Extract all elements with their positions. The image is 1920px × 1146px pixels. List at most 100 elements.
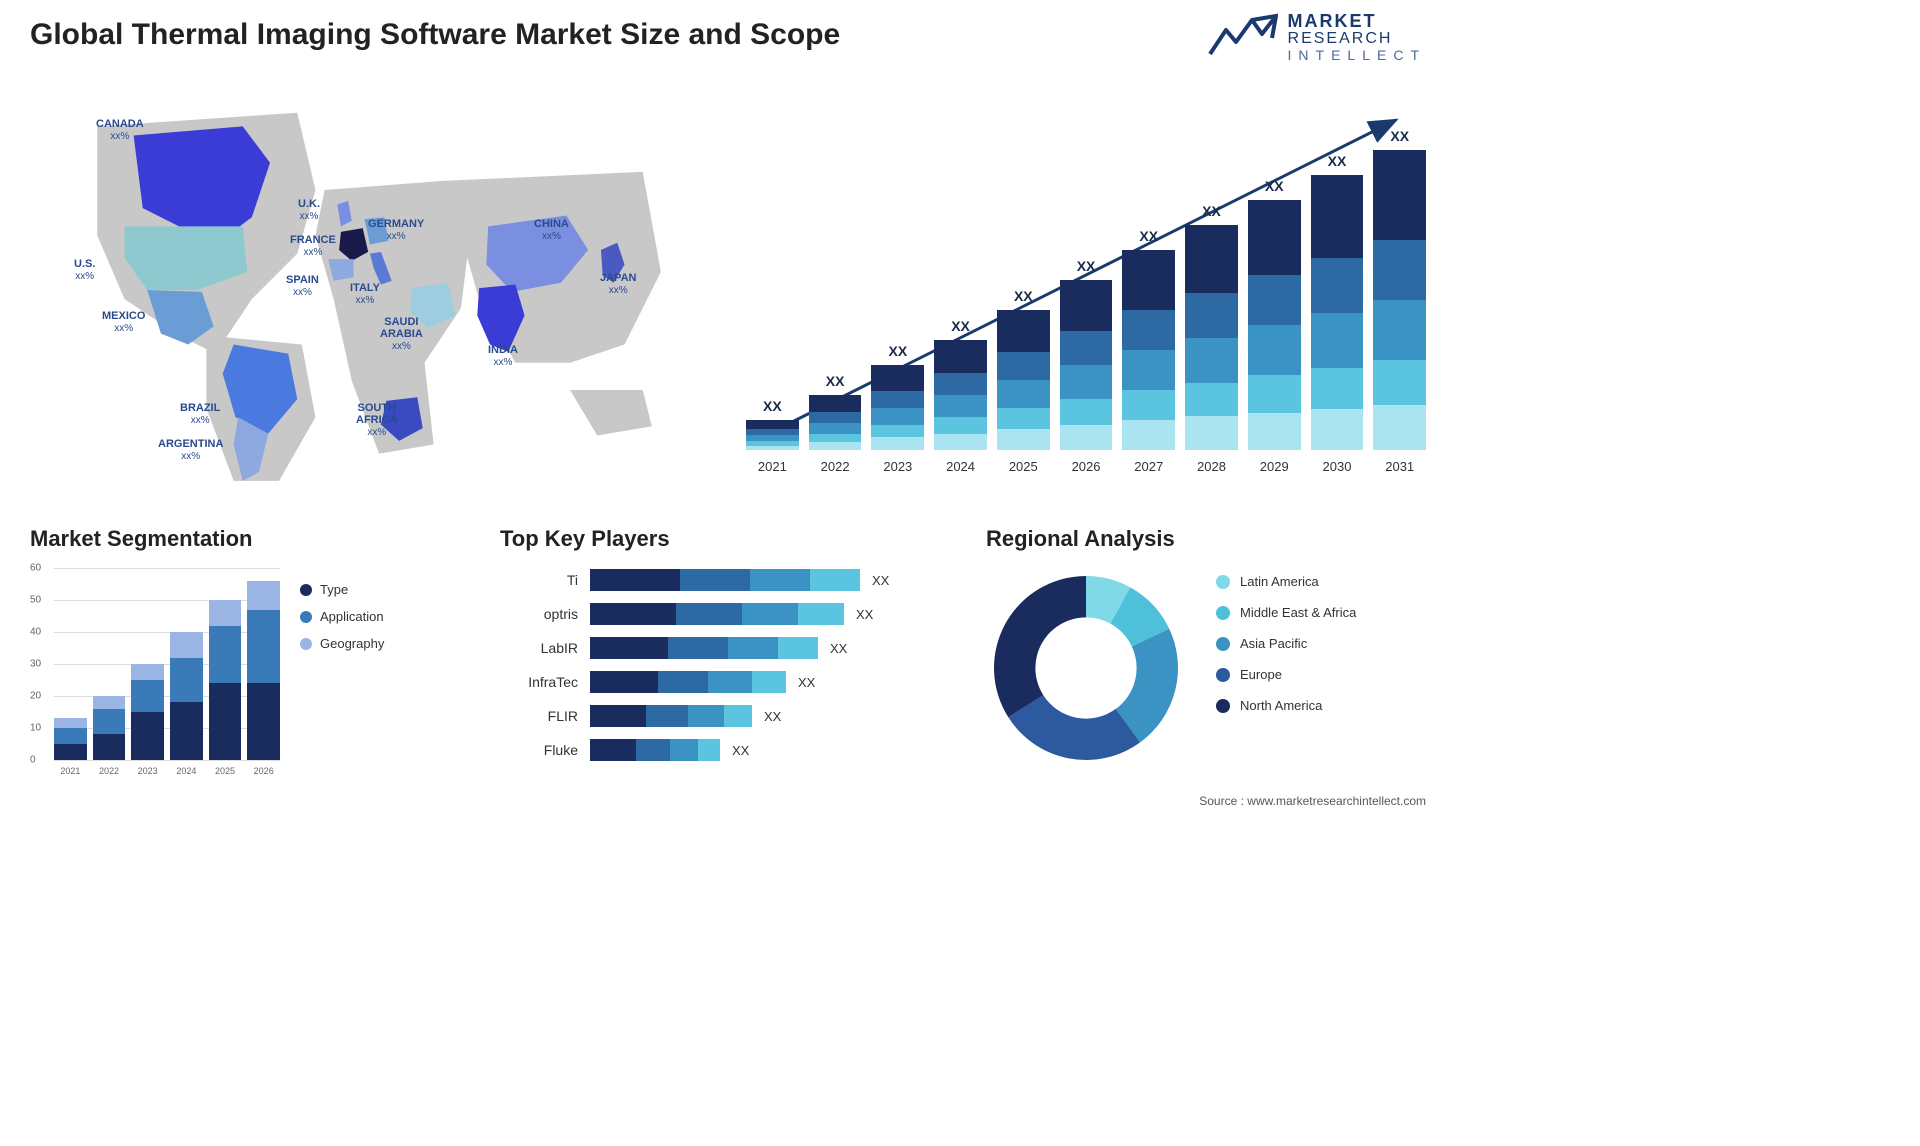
regional-title: Regional Analysis: [986, 526, 1426, 552]
growth-year-label: 2027: [1134, 459, 1163, 474]
seg-ytick: 0: [30, 755, 36, 766]
growth-segment: [997, 408, 1050, 429]
player-segment: [750, 569, 810, 591]
player-segment: [752, 671, 786, 693]
growth-segment: [809, 395, 862, 412]
map-label: SAUDIARABIAxx%: [380, 316, 423, 352]
seg-year-label: 2025: [215, 766, 235, 776]
growth-bar: XX2030: [1311, 153, 1364, 450]
regional-legend-item: North America: [1216, 698, 1356, 713]
source-text: Source : www.marketresearchintellect.com: [1199, 794, 1426, 808]
growth-segment: [1248, 375, 1301, 413]
seg-bar: 2021: [54, 718, 87, 760]
gridline: [54, 760, 280, 761]
growth-bar: XX2027: [1122, 228, 1175, 450]
logo-line3: INTELLECT: [1288, 48, 1426, 63]
brand-logo: MARKET RESEARCH INTELLECT: [1208, 12, 1426, 62]
growth-year-label: 2022: [821, 459, 850, 474]
logo-line2: RESEARCH: [1288, 31, 1426, 48]
player-value: XX: [830, 641, 847, 656]
player-segment: [590, 671, 658, 693]
player-value: XX: [798, 675, 815, 690]
growth-segment: [1373, 240, 1426, 300]
seg-segment: [247, 581, 280, 610]
legend-item: Geography: [300, 636, 384, 651]
growth-year-label: 2026: [1072, 459, 1101, 474]
player-bar: [590, 637, 818, 659]
growth-segment: [1248, 275, 1301, 325]
growth-value-label: XX: [1077, 258, 1096, 274]
legend-label: Latin America: [1240, 574, 1319, 589]
growth-segment: [934, 340, 987, 373]
player-label: optris: [500, 606, 590, 622]
growth-segment: [1311, 409, 1364, 450]
growth-value-label: XX: [763, 398, 782, 414]
growth-year-label: 2023: [883, 459, 912, 474]
seg-ytick: 10: [30, 723, 41, 734]
player-segment: [810, 569, 860, 591]
growth-segment: [1373, 300, 1426, 360]
player-label: Ti: [500, 572, 590, 588]
map-label: ITALYxx%: [350, 282, 380, 306]
growth-segment: [746, 420, 799, 429]
player-segment: [676, 603, 742, 625]
growth-segment: [1311, 313, 1364, 368]
map-label: GERMANYxx%: [368, 218, 424, 242]
growth-segment: [934, 373, 987, 395]
growth-bar: XX2029: [1248, 178, 1301, 450]
growth-segment: [1060, 280, 1113, 331]
map-label: FRANCExx%: [290, 234, 336, 258]
seg-segment: [209, 626, 242, 684]
logo-line1: MARKET: [1288, 12, 1426, 31]
player-value: XX: [764, 709, 781, 724]
growth-value-label: XX: [888, 343, 907, 359]
player-value: XX: [732, 743, 749, 758]
seg-segment: [209, 600, 242, 626]
map-label: BRAZILxx%: [180, 402, 220, 426]
player-row: LabIR XX: [500, 636, 960, 660]
growth-segment: [1122, 420, 1175, 450]
legend-item: Application: [300, 609, 384, 624]
seg-segment: [54, 728, 87, 744]
growth-segment: [1185, 293, 1238, 338]
growth-segment: [997, 352, 1050, 380]
map-label: INDIAxx%: [488, 344, 518, 368]
seg-segment: [131, 664, 164, 680]
growth-segment: [809, 442, 862, 450]
growth-segment: [1122, 350, 1175, 390]
seg-ytick: 40: [30, 627, 41, 638]
legend-dot: [300, 638, 312, 650]
donut-slice: [1008, 695, 1140, 760]
seg-ytick: 60: [30, 563, 41, 574]
seg-segment: [93, 696, 126, 709]
legend-dot: [1216, 699, 1230, 713]
growth-segment: [1248, 325, 1301, 375]
player-bar: [590, 603, 844, 625]
seg-bar: 2026: [247, 581, 280, 760]
player-label: LabIR: [500, 640, 590, 656]
growth-segment: [1060, 331, 1113, 365]
segmentation-section: Market Segmentation 0102030405060 202120…: [30, 526, 470, 786]
growth-segment: [1185, 383, 1238, 417]
seg-segment: [170, 702, 203, 760]
player-segment: [688, 705, 724, 727]
legend-dot: [300, 611, 312, 623]
growth-value-label: XX: [1328, 153, 1347, 169]
seg-bar: 2025: [209, 600, 242, 760]
growth-bar: XX2023: [871, 343, 924, 450]
seg-segment: [54, 744, 87, 760]
growth-year-label: 2031: [1385, 459, 1414, 474]
growth-segment: [809, 434, 862, 442]
player-row: FLIRXX: [500, 704, 960, 728]
seg-year-label: 2022: [99, 766, 119, 776]
player-segment: [590, 739, 636, 761]
growth-segment: [1185, 416, 1238, 450]
seg-ytick: 50: [30, 595, 41, 606]
player-segment: [668, 637, 728, 659]
legend-dot: [1216, 668, 1230, 682]
players-section: Top Key Players TiXXoptrisXXLabIRXXInfra…: [500, 526, 960, 786]
player-bar: [590, 569, 860, 591]
player-segment: [590, 603, 676, 625]
legend-label: Type: [320, 582, 348, 597]
player-row: FlukeXX: [500, 738, 960, 762]
